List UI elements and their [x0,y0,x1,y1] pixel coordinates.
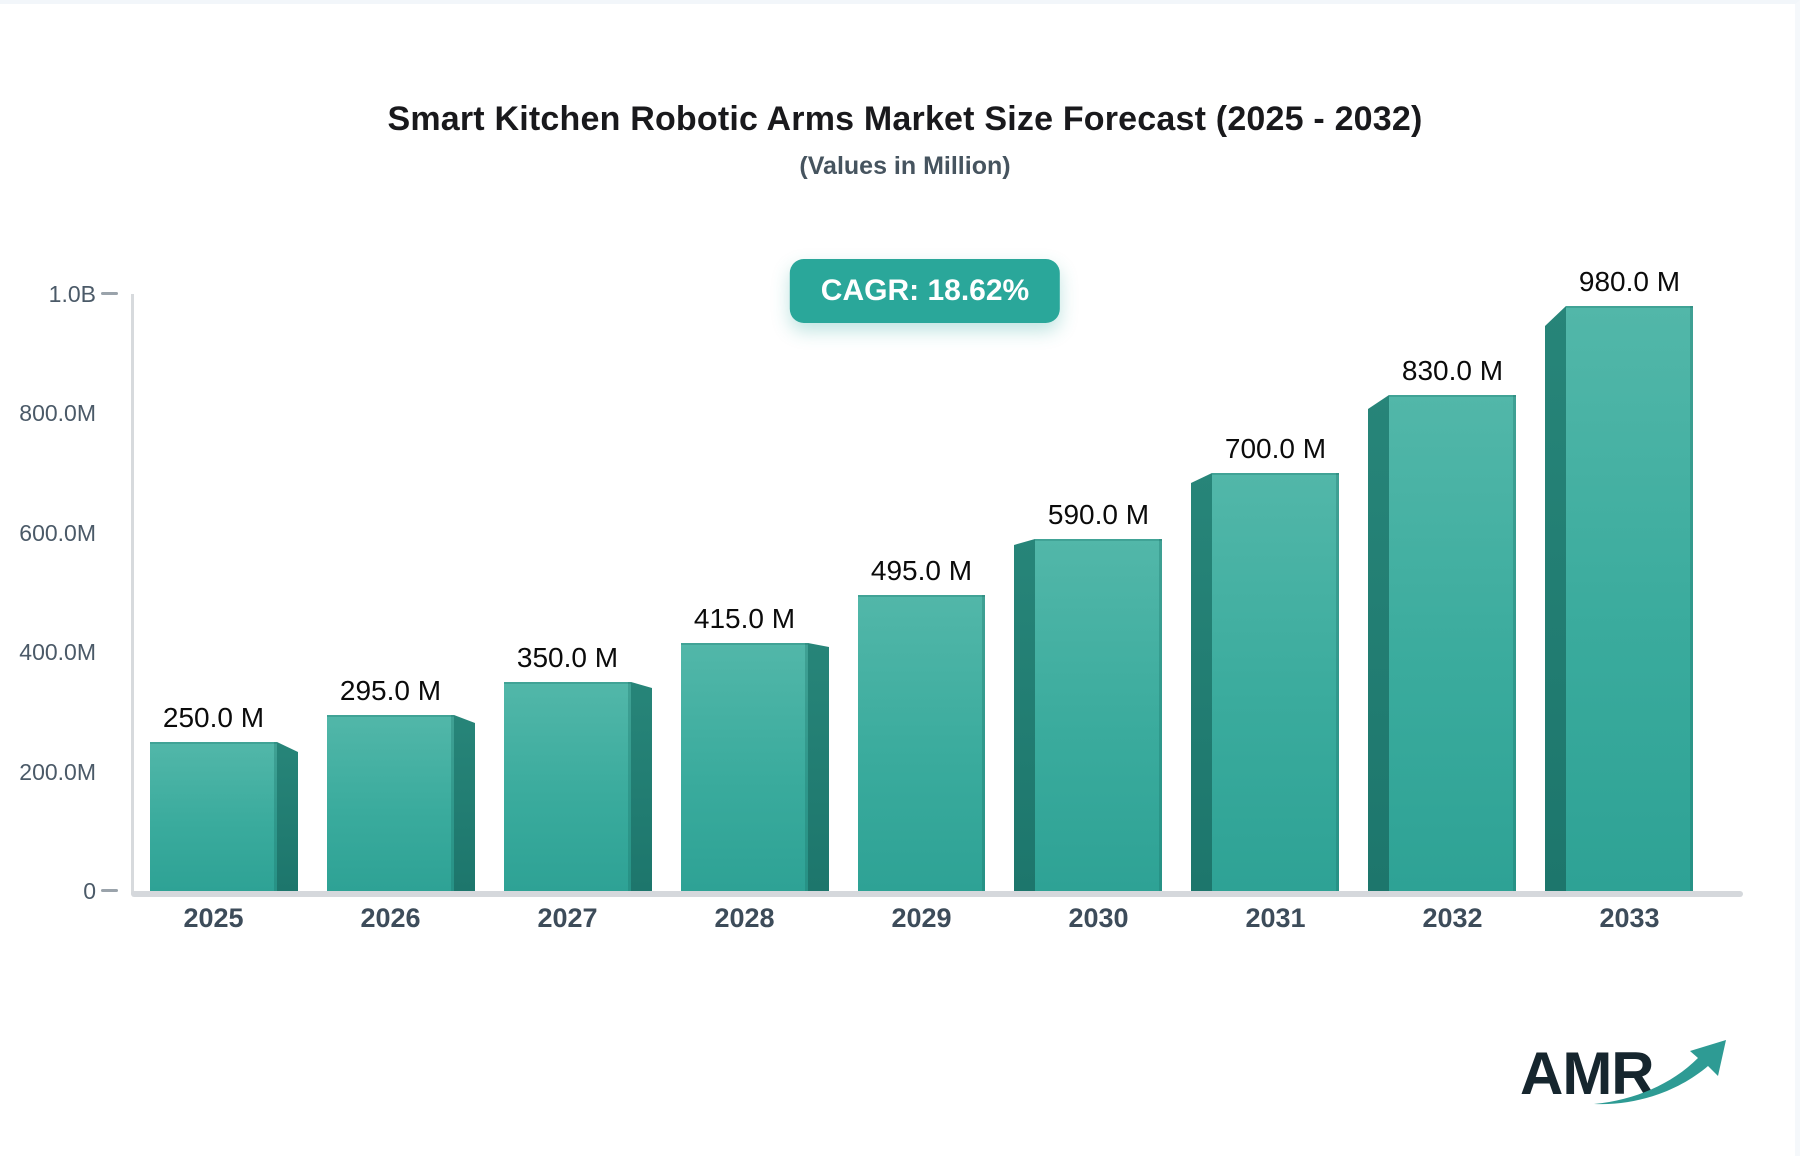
x-axis-label-2030: 2030 [1068,903,1129,933]
amr-logo[interactable]: AMR [1518,1032,1738,1116]
bar-value-label: 415.0 M [693,603,796,634]
x-axis-label-2025: 2025 [183,903,244,933]
y-axis-line [131,294,134,894]
bar-2032[interactable] [1389,395,1516,891]
bar-side-face [454,715,475,891]
bar-value-label: 590.0 M [1047,499,1150,530]
bar-2029[interactable] [858,595,985,891]
x-axis-line [131,891,1743,897]
x-axis-label-2033: 2033 [1599,903,1660,933]
bar-side-face [1014,539,1035,891]
x-axis-label-2026: 2026 [360,903,421,933]
bar-2031[interactable] [1212,473,1339,891]
y-axis-label: 0 [83,878,96,904]
growth-arrow-icon [1594,1040,1726,1105]
bar-side-face [1545,306,1566,891]
x-axis-label-2031: 2031 [1245,903,1306,933]
bar-value-label: 830.0 M [1401,355,1504,386]
y-axis-label: 600.0M [19,519,96,546]
y-axis-label: 400.0M [19,639,96,666]
bar-2028[interactable] [681,643,808,891]
chart-subtitle: (Values in Million) [799,152,1011,180]
bar-side-face [1368,395,1389,891]
y-axis-label: 1.0B [48,281,96,307]
y-axis-tick [101,889,118,892]
bar-2030[interactable] [1035,539,1162,891]
bar-value-label: 980.0 M [1578,266,1681,297]
x-axis-label-2032: 2032 [1422,903,1483,933]
bar-side-face [631,682,652,891]
bar-value-label: 495.0 M [870,555,973,586]
bar-value-label: 350.0 M [516,642,619,673]
bar-side-face [808,643,829,891]
bar-2025[interactable] [150,742,277,891]
bar-side-face [1191,473,1212,891]
bar-value-label: 250.0 M [162,702,265,733]
bar-2033[interactable] [1566,306,1693,891]
cagr-badge: CAGR: 18.62% [789,259,1061,323]
bar-2027[interactable] [504,682,631,891]
bar-value-label: 295.0 M [339,675,442,706]
bar-2026[interactable] [327,715,454,891]
x-axis-label-2028: 2028 [714,903,775,933]
y-axis-label: 800.0M [19,400,96,427]
x-axis-label-2027: 2027 [537,903,598,933]
y-axis-tick [101,292,118,295]
x-axis-label-2029: 2029 [891,903,952,933]
y-axis-label: 200.0M [19,758,96,785]
bar-value-label: 700.0 M [1224,433,1327,464]
chart-title: Smart Kitchen Robotic Arms Market Size F… [387,100,1423,138]
bar-side-face [277,742,298,891]
amr-logo-text: AMR [1520,1040,1654,1107]
